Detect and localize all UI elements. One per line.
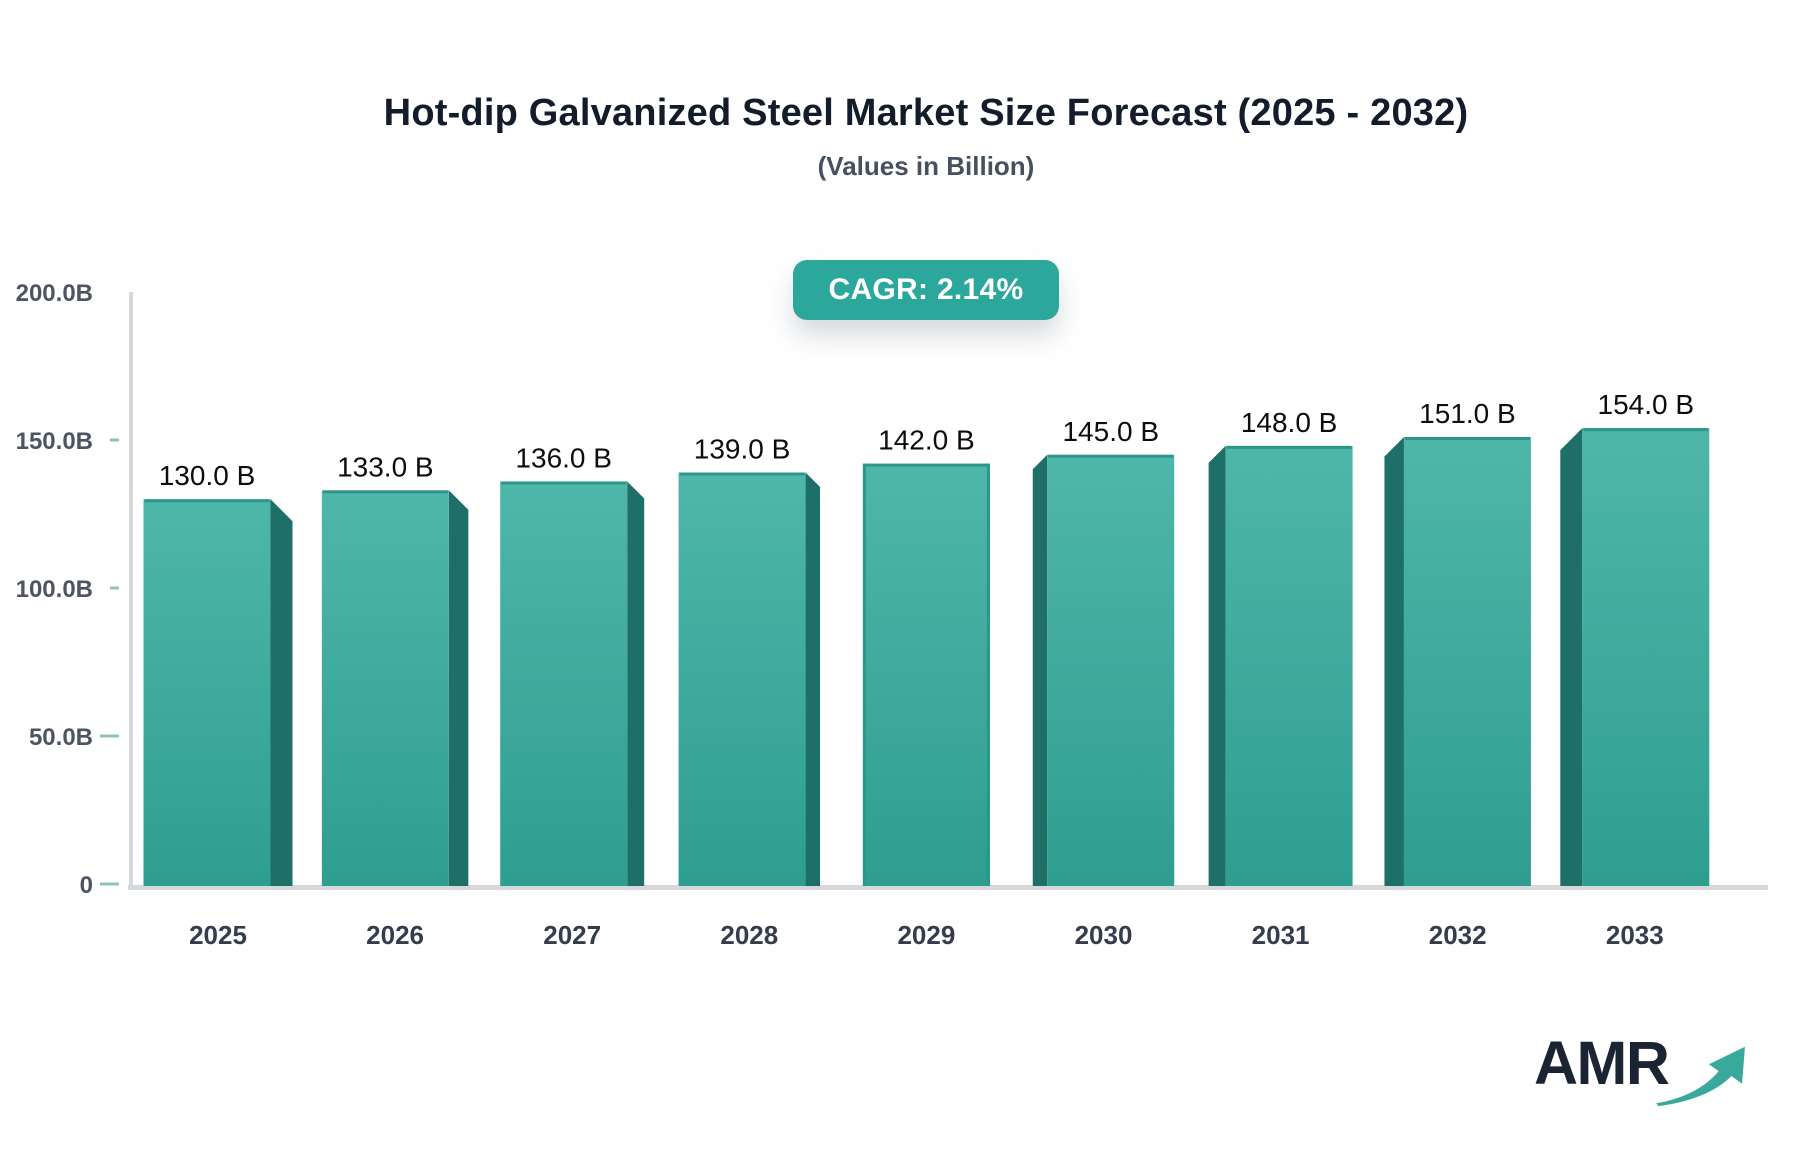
bar-value-label: 154.0 B xyxy=(1598,389,1695,420)
bar-2027 xyxy=(500,481,628,886)
y-axis-line xyxy=(129,292,133,888)
bar-2025 xyxy=(143,499,271,886)
bar-value-label: 130.0 B xyxy=(159,460,256,491)
bar-value-label: 139.0 B xyxy=(694,434,791,465)
bar-side-2026 xyxy=(448,490,469,886)
bar-value-label: 136.0 B xyxy=(515,442,612,473)
x-axis-label: 2033 xyxy=(1606,920,1664,950)
bar-side-2030 xyxy=(1032,454,1048,886)
x-axis-line xyxy=(128,885,1768,890)
bar-value-label: 145.0 B xyxy=(1062,416,1159,447)
bar-value-label: 142.0 B xyxy=(878,425,975,456)
bar-side-2033 xyxy=(1560,428,1583,886)
x-axis-label: 2028 xyxy=(720,920,778,950)
cagr-badge: CAGR: 2.14% xyxy=(793,260,1059,320)
bar-value-label: 148.0 B xyxy=(1241,407,1338,438)
bar-2026 xyxy=(321,490,449,886)
chart-subtitle: (Values in Billion) xyxy=(817,151,1035,181)
amr-logo-text: AMR xyxy=(1534,1029,1670,1097)
bar-2032 xyxy=(1403,437,1531,886)
bar-side-2031 xyxy=(1208,445,1226,886)
y-axis-label: 150.0B xyxy=(16,428,93,455)
x-axis-label: 2031 xyxy=(1252,920,1310,950)
bar-side-2027 xyxy=(627,481,645,886)
bar-2029 xyxy=(862,463,990,886)
bar-side-2025 xyxy=(270,499,293,886)
y-axis-label: 200.0B xyxy=(16,280,93,307)
x-axis-label: 2030 xyxy=(1075,920,1133,950)
bar-2028 xyxy=(678,472,806,886)
x-axis-label: 2032 xyxy=(1429,920,1487,950)
trend-up-arrow-icon xyxy=(1656,1046,1746,1107)
bar-2031 xyxy=(1225,445,1353,886)
y-axis-label: 100.0B xyxy=(16,576,93,603)
bar-value-label: 151.0 B xyxy=(1419,398,1516,429)
x-axis-label: 2025 xyxy=(189,920,247,950)
chart-title: Hot-dip Galvanized Steel Market Size For… xyxy=(383,92,1469,134)
bar-value-label: 133.0 B xyxy=(337,451,434,482)
amr-logo: AMR xyxy=(1534,1033,1760,1113)
y-axis-label: 50.0B xyxy=(29,724,93,751)
chart-header: Hot-dip Galvanized Steel Market Size For… xyxy=(26,0,1800,320)
x-axis-label: 2027 xyxy=(543,920,601,950)
x-axis-label: 2029 xyxy=(897,920,955,950)
bar-side-2028 xyxy=(805,472,821,886)
bar-2033 xyxy=(1582,428,1710,886)
y-axis-label: 0 xyxy=(80,872,93,899)
bar-2030 xyxy=(1047,454,1175,886)
bar-side-2032 xyxy=(1384,437,1404,886)
x-axis-label: 2026 xyxy=(366,920,424,950)
